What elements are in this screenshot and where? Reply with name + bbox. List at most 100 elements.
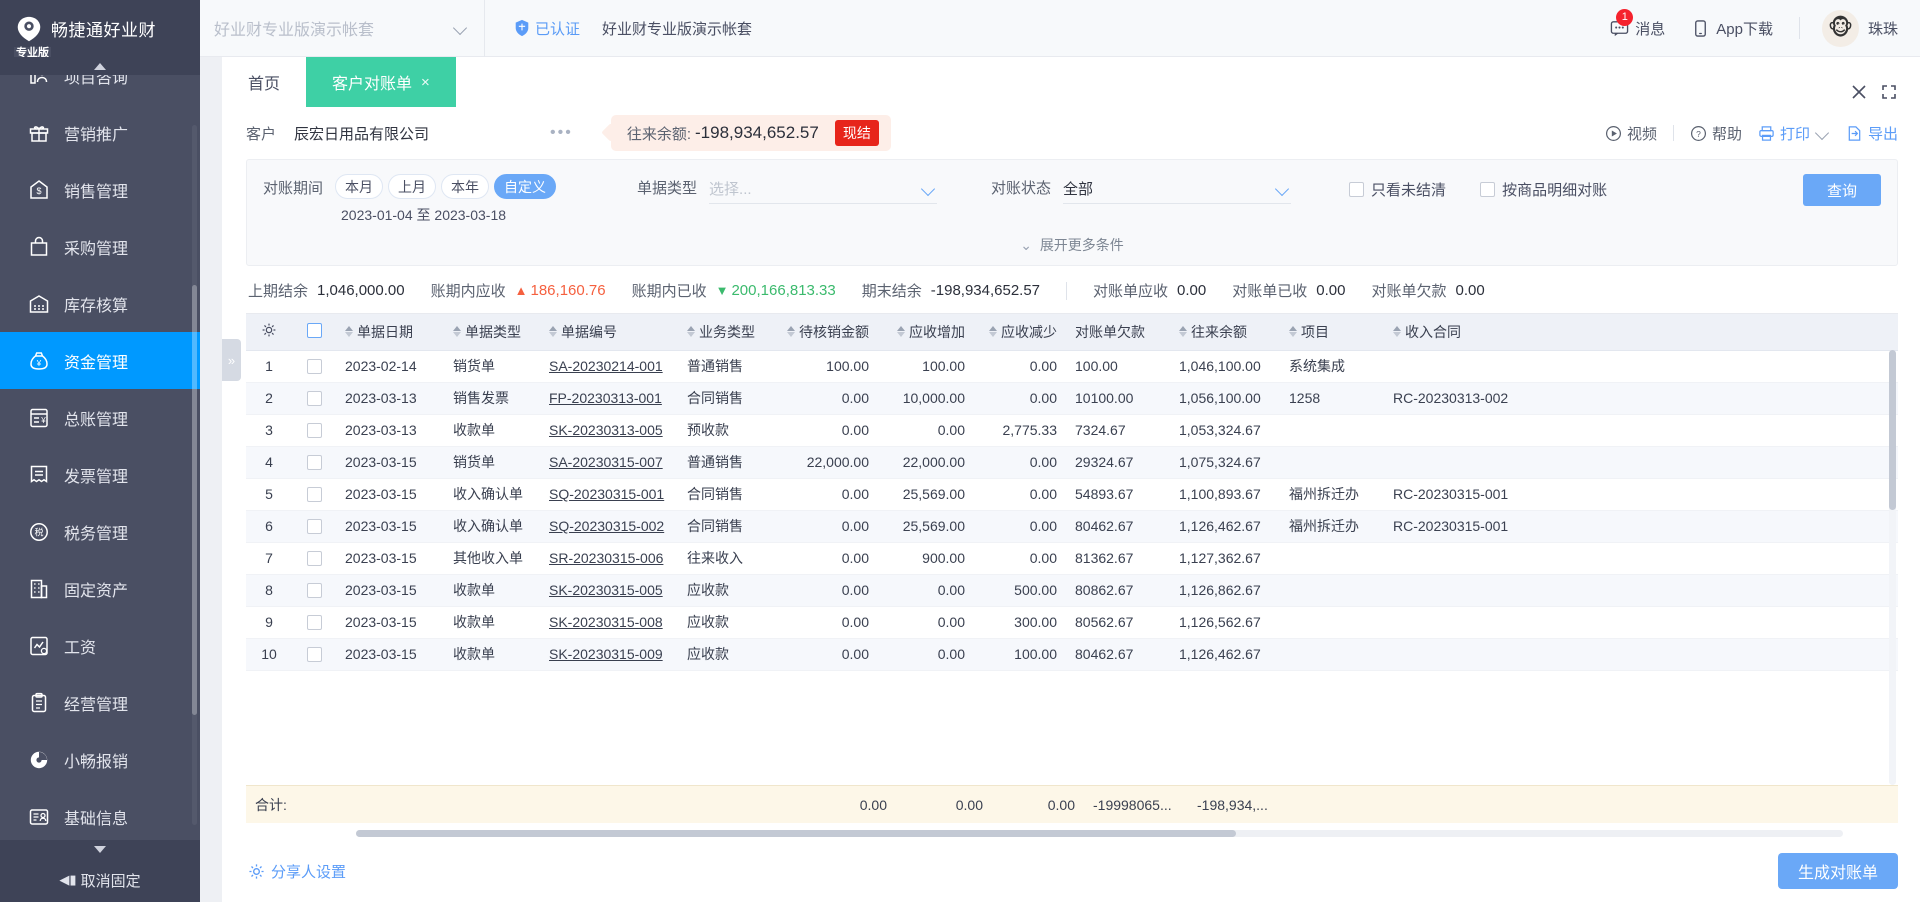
video-button[interactable]: 视频 (1605, 123, 1657, 144)
status-select[interactable]: 全部 (1063, 174, 1292, 204)
cell-no[interactable]: SR-20230315-006 (540, 542, 678, 575)
sidebar-scroll-up[interactable] (0, 57, 200, 75)
col-header-inc[interactable]: 应收增加 (878, 314, 974, 351)
document-link[interactable]: SQ-20230315-001 (549, 486, 665, 502)
close-icon[interactable]: × (421, 73, 430, 91)
col-header-bal[interactable]: 往来余额 (1170, 314, 1280, 351)
col-header-date[interactable]: 单据日期 (336, 314, 444, 351)
cell-no[interactable]: SQ-20230315-002 (540, 510, 678, 543)
table-row[interactable]: 5 2023-03-15 收入确认单 SQ-20230315-001 合同销售 0.00 2… (246, 478, 1898, 511)
table-row[interactable]: 6 2023-03-15 收入确认单 SQ-20230315-002 合同销售 0.00 2… (246, 510, 1898, 543)
table-row[interactable]: 7 2023-03-15 其他收入单 SR-20230315-006 往来收入 0.00 9… (246, 542, 1898, 575)
table-vertical-scrollbar[interactable] (1889, 350, 1896, 785)
row-checkbox[interactable] (292, 542, 336, 575)
table-row[interactable]: 8 2023-03-15 收款单 SK-20230315-005 应收款 0.00 0.00… (246, 574, 1898, 607)
cell-no[interactable]: SK-20230315-008 (540, 606, 678, 639)
sidebar-item-9[interactable]: 固定资产 (0, 560, 200, 617)
col-header-no[interactable]: 单据编号 (540, 314, 678, 351)
share-settings-button[interactable]: 分享人设置 (248, 861, 346, 882)
document-link[interactable]: SA-20230315-007 (549, 454, 663, 470)
period-pill-2[interactable]: 本年 (441, 174, 490, 199)
document-link[interactable]: SK-20230315-008 (549, 614, 663, 630)
sort-icon[interactable] (1393, 326, 1401, 338)
row-checkbox[interactable] (292, 510, 336, 543)
document-link[interactable]: SK-20230313-005 (549, 422, 663, 438)
doc-type-select[interactable]: 选择... (709, 174, 938, 204)
table-row[interactable]: 2 2023-03-13 销售发票 FP-20230313-001 合同销售 0.00 10… (246, 382, 1898, 415)
sort-icon[interactable] (1289, 326, 1297, 338)
cell-no[interactable]: SK-20230313-005 (540, 414, 678, 447)
checkbox-only-unsettled[interactable]: 只看未结清 (1349, 179, 1446, 200)
panel-collapse-handle[interactable]: » (222, 339, 241, 381)
sidebar-item-8[interactable]: 税 税务管理 (0, 503, 200, 560)
row-checkbox[interactable] (292, 478, 336, 511)
sidebar-item-2[interactable]: $ 销售管理 (0, 161, 200, 218)
sidebar-item-4[interactable]: 库存核算 (0, 275, 200, 332)
cell-no[interactable]: SQ-20230315-001 (540, 478, 678, 511)
table-row[interactable]: 9 2023-03-15 收款单 SK-20230315-008 应收款 0.00 0.00… (246, 606, 1898, 639)
user-menu[interactable]: 🐵 珠珠 (1821, 9, 1898, 47)
table-row[interactable]: 10 2023-03-15 收款单 SK-20230315-009 应收款 0.00 0.0… (246, 638, 1898, 671)
row-checkbox[interactable] (292, 574, 336, 607)
cell-no[interactable]: SA-20230315-007 (540, 446, 678, 479)
sidebar-item-12[interactable]: 小畅报销 (0, 731, 200, 788)
row-checkbox[interactable] (292, 606, 336, 639)
sidebar-item-7[interactable]: 发票管理 (0, 446, 200, 503)
customer-field[interactable]: 辰宏日用品有限公司 (294, 123, 544, 144)
row-checkbox[interactable] (292, 446, 336, 479)
col-header-biz[interactable]: 业务类型 (678, 314, 776, 351)
sort-icon[interactable] (989, 326, 997, 338)
col-header-dec[interactable]: 应收减少 (974, 314, 1066, 351)
document-link[interactable]: SQ-20230315-002 (549, 518, 665, 534)
help-button[interactable]: ? 帮助 (1690, 123, 1742, 144)
verified-badge[interactable]: 已认证 (513, 18, 580, 39)
sort-icon[interactable] (345, 326, 353, 338)
document-link[interactable]: SK-20230315-009 (549, 646, 663, 662)
period-pill-3[interactable]: 自定义 (494, 174, 557, 199)
tab-home[interactable]: 首页 (222, 57, 306, 107)
col-header-type[interactable]: 单据类型 (444, 314, 540, 351)
sidebar-item-13[interactable]: 基础信息 (0, 788, 200, 845)
window-maximize-button[interactable] (1874, 77, 1904, 107)
cell-no[interactable]: SK-20230315-009 (540, 638, 678, 671)
sidebar-item-6[interactable]: ¥ 总账管理 (0, 389, 200, 446)
sort-icon[interactable] (1179, 326, 1187, 338)
period-range[interactable]: 2023-01-04 至 2023-03-18 (341, 207, 507, 223)
generate-statement-button[interactable]: 生成对账单 (1777, 853, 1898, 889)
sidebar-scrollbar[interactable] (192, 125, 197, 825)
sidebar-unpin-button[interactable]: ◀▮ 取消固定 (0, 858, 200, 902)
sort-icon[interactable] (897, 326, 905, 338)
sort-icon[interactable] (549, 326, 557, 338)
cell-no[interactable]: SK-20230315-005 (540, 574, 678, 607)
select-all-checkbox[interactable] (292, 314, 336, 351)
row-checkbox[interactable] (292, 382, 336, 415)
table-row[interactable]: 4 2023-03-15 销货单 SA-20230315-007 普通销售 22,000.… (246, 446, 1898, 479)
col-header-proj[interactable]: 项目 (1280, 314, 1384, 351)
window-close-button[interactable] (1844, 77, 1874, 107)
sidebar-item-1[interactable]: 营销推广 (0, 104, 200, 161)
ellipsis-icon[interactable]: ••• (550, 124, 573, 141)
expand-more-conditions[interactable]: ⌄ 展开更多条件 (263, 235, 1881, 255)
messages-button[interactable]: 消息 1 (1610, 8, 1665, 39)
col-header-contract[interactable]: 收入合同 (1384, 314, 1898, 351)
period-pill-0[interactable]: 本月 (335, 174, 384, 199)
sort-icon[interactable] (453, 326, 461, 338)
row-checkbox[interactable] (292, 414, 336, 447)
cell-no[interactable]: FP-20230313-001 (540, 382, 678, 415)
cell-no[interactable]: SA-20230214-001 (540, 350, 678, 383)
gear-icon[interactable] (246, 314, 292, 351)
row-checkbox[interactable] (292, 350, 336, 383)
row-checkbox[interactable] (292, 638, 336, 671)
sidebar-item-5[interactable]: ¥ 资金管理 (0, 332, 200, 389)
hscroll-thumb[interactable] (356, 830, 1236, 837)
sidebar-item-11[interactable]: 经营管理 (0, 674, 200, 731)
period-pill-1[interactable]: 上月 (388, 174, 437, 199)
document-link[interactable]: SA-20230214-001 (549, 358, 663, 374)
sidebar-scroll-down[interactable] (0, 840, 200, 858)
sidebar-item-3[interactable]: 采购管理 (0, 218, 200, 275)
checkbox-by-item-detail[interactable]: 按商品明细对账 (1480, 179, 1607, 200)
sort-icon[interactable] (687, 326, 695, 338)
print-button[interactable]: 打印 (1758, 123, 1830, 144)
table-row[interactable]: 1 2023-02-14 销货单 SA-20230214-001 普通销售 100.00 1… (246, 350, 1898, 383)
tab-customer-statement[interactable]: 客户对账单 × (306, 57, 456, 107)
